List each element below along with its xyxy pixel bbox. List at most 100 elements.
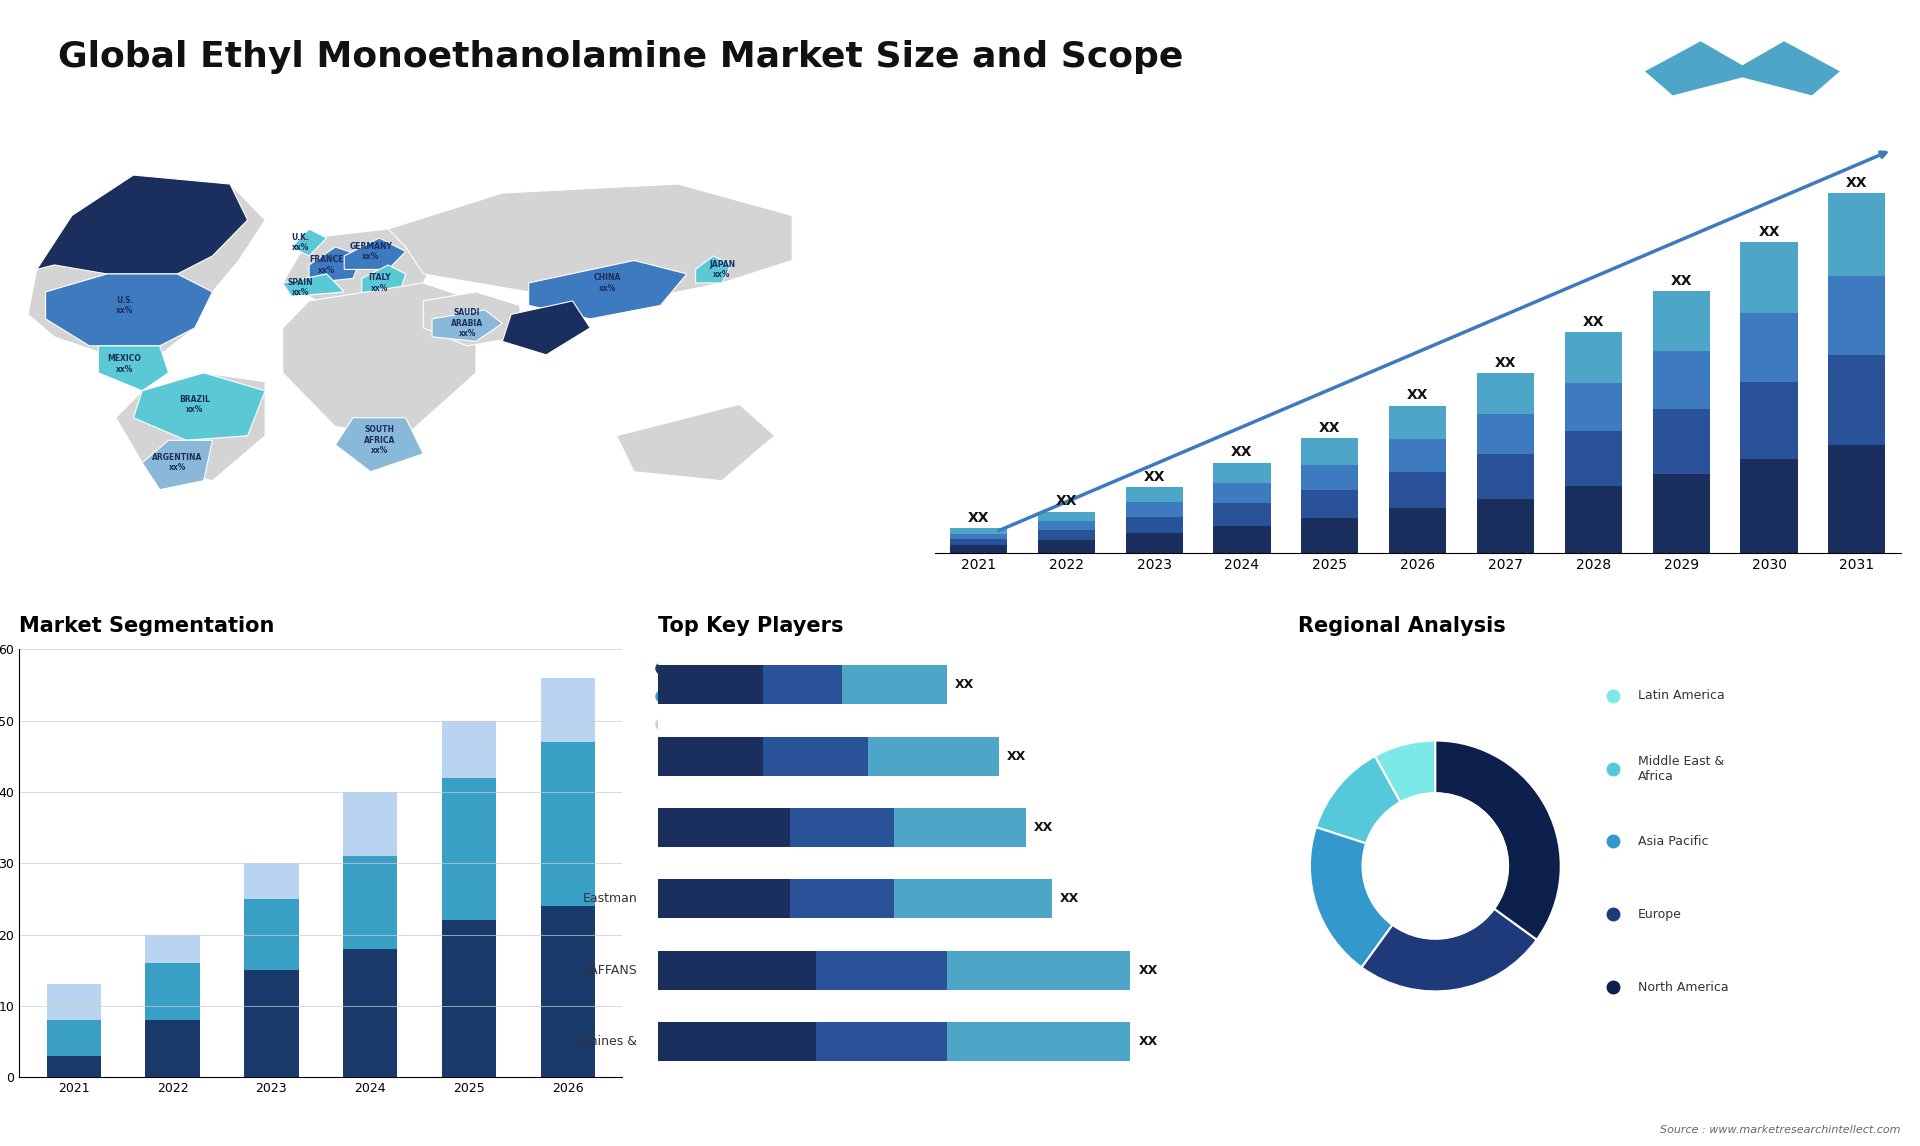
Bar — [950, 534, 1006, 539]
Bar — [146, 963, 200, 1020]
Bar — [1741, 242, 1797, 314]
Text: XX: XX — [1144, 470, 1165, 484]
Legend: Type, Application, Geography: Type, Application, Geography — [641, 657, 770, 737]
Bar — [1213, 463, 1271, 484]
Text: Market Segmentation: Market Segmentation — [19, 617, 275, 636]
Bar — [950, 545, 1006, 552]
Bar — [659, 808, 789, 847]
Bar — [659, 665, 764, 705]
Bar — [1213, 503, 1271, 526]
Text: XX: XX — [1033, 821, 1052, 834]
Bar — [1302, 518, 1357, 552]
Bar — [659, 737, 764, 776]
Polygon shape — [336, 418, 422, 472]
Bar — [244, 863, 298, 898]
Bar — [1653, 352, 1709, 409]
Wedge shape — [1361, 909, 1536, 991]
Bar — [146, 934, 200, 963]
Bar — [1565, 486, 1622, 552]
Bar — [46, 1020, 102, 1055]
Bar — [46, 1055, 102, 1077]
Wedge shape — [1375, 740, 1436, 802]
Bar — [1125, 517, 1183, 533]
Polygon shape — [282, 283, 476, 435]
Bar — [541, 741, 595, 906]
Polygon shape — [1645, 41, 1839, 95]
Text: BRAZIL
xx%: BRAZIL xx% — [179, 394, 211, 414]
Bar — [146, 1020, 200, 1077]
Bar — [1125, 533, 1183, 552]
Bar — [442, 721, 495, 778]
Bar — [1565, 431, 1622, 486]
Bar — [895, 808, 1025, 847]
Bar — [1388, 509, 1446, 552]
Text: Top Key Players: Top Key Players — [659, 617, 845, 636]
Text: Latin America: Latin America — [1638, 690, 1724, 702]
Bar — [1388, 472, 1446, 509]
Text: CANADA
xx%: CANADA xx% — [115, 202, 152, 221]
Bar — [1213, 484, 1271, 503]
Polygon shape — [432, 309, 503, 342]
Polygon shape — [528, 260, 687, 319]
Text: XX: XX — [1139, 1035, 1158, 1049]
Bar — [843, 665, 947, 705]
Bar — [1565, 332, 1622, 383]
Bar — [1476, 372, 1534, 414]
Polygon shape — [36, 175, 248, 274]
Bar — [659, 950, 816, 990]
Bar — [1828, 445, 1885, 552]
Bar — [1037, 531, 1094, 541]
Bar — [1653, 291, 1709, 352]
Bar — [789, 808, 895, 847]
Bar — [244, 971, 298, 1077]
Polygon shape — [29, 175, 265, 355]
Text: XX: XX — [1847, 175, 1868, 190]
Bar — [1741, 460, 1797, 552]
Text: SOUTH
AFRICA
xx%: SOUTH AFRICA xx% — [363, 425, 396, 455]
Bar — [1302, 438, 1357, 464]
Bar — [442, 778, 495, 920]
Bar — [947, 1022, 1131, 1061]
Text: XX: XX — [1582, 315, 1603, 329]
Text: GERMANY
xx%: GERMANY xx% — [349, 242, 392, 261]
Text: SPAIN
xx%: SPAIN xx% — [288, 277, 313, 297]
Polygon shape — [695, 256, 732, 283]
Polygon shape — [309, 248, 361, 283]
Bar — [1125, 487, 1183, 502]
Text: Regional Analysis: Regional Analysis — [1298, 617, 1505, 636]
Text: MARKET
RESEARCH
INTELLECT: MARKET RESEARCH INTELLECT — [1720, 104, 1764, 135]
Bar — [46, 984, 102, 1020]
Bar — [659, 879, 789, 918]
Text: XX: XX — [1407, 388, 1428, 402]
Bar — [344, 792, 397, 856]
Polygon shape — [132, 372, 265, 440]
Bar — [1653, 409, 1709, 474]
Polygon shape — [282, 274, 344, 297]
Bar — [1476, 454, 1534, 499]
Text: LAFFANS: LAFFANS — [584, 964, 637, 976]
Polygon shape — [46, 274, 213, 346]
Wedge shape — [1436, 740, 1561, 940]
Bar — [541, 677, 595, 741]
Bar — [816, 950, 947, 990]
Wedge shape — [1315, 756, 1400, 843]
Bar — [895, 879, 1052, 918]
Polygon shape — [388, 185, 793, 301]
Bar — [1213, 526, 1271, 552]
Bar — [541, 906, 595, 1077]
Text: XX: XX — [954, 678, 973, 691]
Text: XX: XX — [968, 511, 989, 525]
Bar — [1653, 474, 1709, 552]
Polygon shape — [142, 440, 213, 489]
Bar — [789, 879, 895, 918]
Text: JAPAN
xx%: JAPAN xx% — [708, 260, 735, 280]
Polygon shape — [616, 405, 774, 480]
Text: Middle East &
Africa: Middle East & Africa — [1638, 755, 1724, 783]
Text: U.K.
xx%: U.K. xx% — [292, 233, 309, 252]
Polygon shape — [292, 229, 326, 256]
Text: North America: North America — [1638, 981, 1728, 994]
Bar — [344, 856, 397, 949]
Bar — [1828, 355, 1885, 445]
Text: Global Ethyl Monoethanolamine Market Size and Scope: Global Ethyl Monoethanolamine Market Siz… — [58, 40, 1183, 74]
Bar — [1565, 383, 1622, 431]
